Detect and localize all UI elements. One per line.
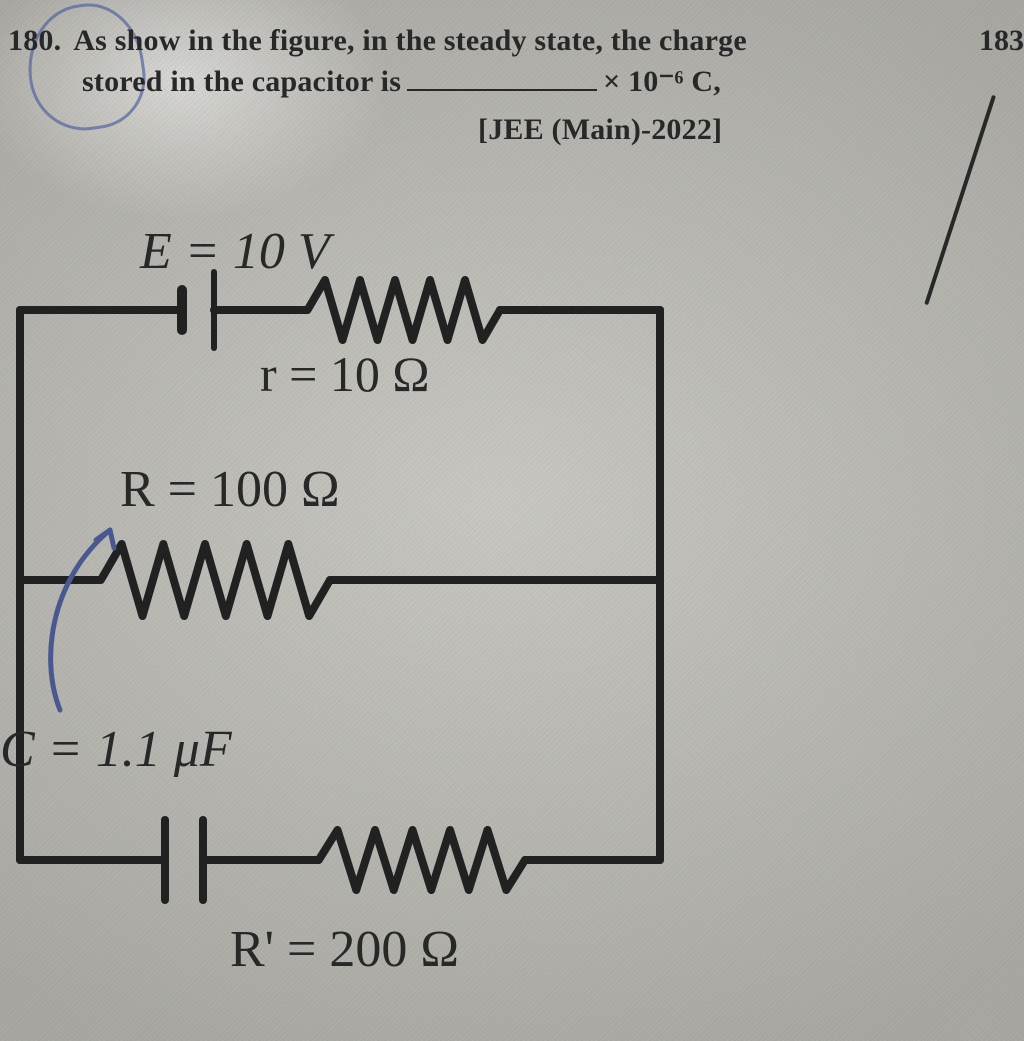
circuit-svg <box>0 220 760 1040</box>
circuit-diagram: E = 10 V r = 10 Ω R = 100 Ω C = 1.1 μF R… <box>0 220 760 1040</box>
question-number: 180. <box>8 24 61 58</box>
question-source: [JEE (Main)-2022] <box>478 113 1000 147</box>
label-emf: E = 10 V <box>140 222 330 281</box>
label-R: R = 100 Ω <box>120 460 340 519</box>
question-block: 180. As show in the figure, in the stead… <box>8 24 1024 147</box>
question-line-2: stored in the capacitor is × 10⁻⁶ C, <box>82 64 1000 99</box>
question-text-2: stored in the capacitor is <box>82 65 401 99</box>
page-background: 180. As show in the figure, in the stead… <box>0 0 1024 1041</box>
label-C: C = 1.1 μF <box>0 720 232 779</box>
answer-blank <box>407 71 597 91</box>
question-line-1: 180. As show in the figure, in the stead… <box>8 24 1000 58</box>
question-units: × 10⁻⁶ C, <box>603 64 721 99</box>
question-text-1: As show in the figure, in the steady sta… <box>73 24 747 58</box>
label-r-internal: r = 10 Ω <box>260 345 430 403</box>
label-R-prime: R' = 200 Ω <box>230 920 459 979</box>
next-question-number: 183 <box>979 24 1024 58</box>
